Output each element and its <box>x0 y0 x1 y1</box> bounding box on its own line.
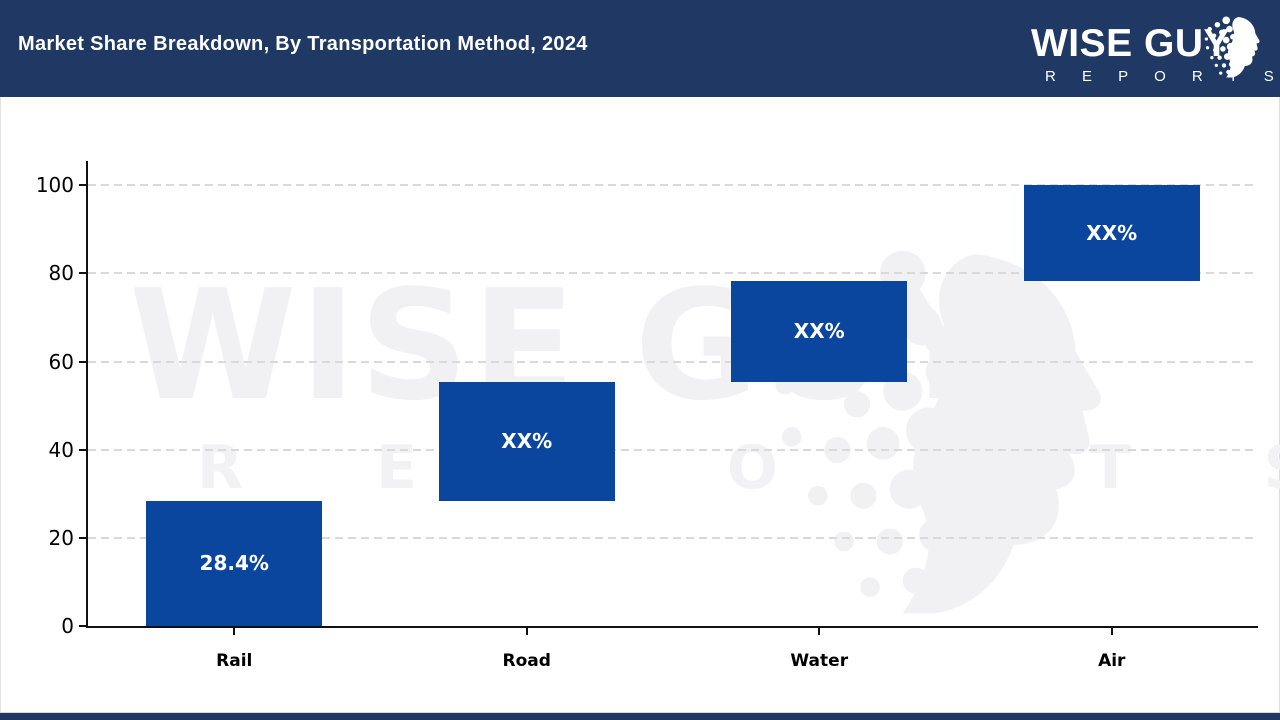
y-tick-mark <box>79 272 86 275</box>
x-tick-mark <box>818 628 821 635</box>
gridline-y-40 <box>88 448 1258 451</box>
y-tick-label: 20 <box>48 525 74 550</box>
y-tick-label: 0 <box>61 614 74 638</box>
brand-logo: WISE GUY R E P O R T S <box>1003 6 1274 92</box>
logo-reports-label: R E P O R T S <box>1045 68 1280 85</box>
gridline-y-80 <box>88 272 1258 275</box>
y-tick-mark <box>79 448 86 451</box>
bar-rail: 28.4% <box>146 500 323 626</box>
y-tick-mark <box>79 625 86 627</box>
bar-value-label: XX% <box>501 429 553 454</box>
x-axis-label-air: Air <box>1098 651 1126 671</box>
y-tick-label: 40 <box>48 437 74 462</box>
y-tick-label: 60 <box>48 349 74 374</box>
gridline-y-60 <box>88 360 1258 363</box>
y-tick-mark <box>79 184 86 187</box>
x-axis-label-rail: Rail <box>216 651 253 671</box>
bar-road: XX% <box>438 381 615 501</box>
y-tick-mark <box>79 360 86 363</box>
x-axis-label-road: Road <box>502 651 551 671</box>
bar-value-label: 28.4% <box>199 551 269 576</box>
plot-area: 0 20 40 60 80 100 28.4% Rail XX% Road XX% Water XX% A… <box>36 161 1258 671</box>
bar-air: XX% <box>1023 185 1200 281</box>
x-tick-mark <box>233 628 236 635</box>
y-tick-label: 80 <box>48 261 74 286</box>
footer-bar <box>0 712 1280 720</box>
page-title: Market Share Breakdown, By Transportatio… <box>18 33 588 55</box>
y-tick-label: 100 <box>35 173 74 198</box>
chart-region: WISE GUY R E P O R T S 0 20 40 60 80 100 28.4%… <box>0 97 1280 712</box>
x-axis-label-water: Water <box>790 651 849 671</box>
bar-water: XX% <box>731 280 908 382</box>
logo-wordmark: WISE GUY <box>1031 22 1231 65</box>
gridline-y-100 <box>88 184 1258 187</box>
x-tick-mark <box>1110 628 1113 635</box>
y-tick-mark <box>79 536 86 539</box>
bar-value-label: XX% <box>793 319 845 344</box>
bar-value-label: XX% <box>1086 221 1138 246</box>
header-bar: Market Share Breakdown, By Transportatio… <box>0 0 1280 97</box>
x-tick-mark <box>525 628 528 635</box>
head-dots-icon <box>1204 16 1260 78</box>
gridline-y-20 <box>88 536 1258 539</box>
